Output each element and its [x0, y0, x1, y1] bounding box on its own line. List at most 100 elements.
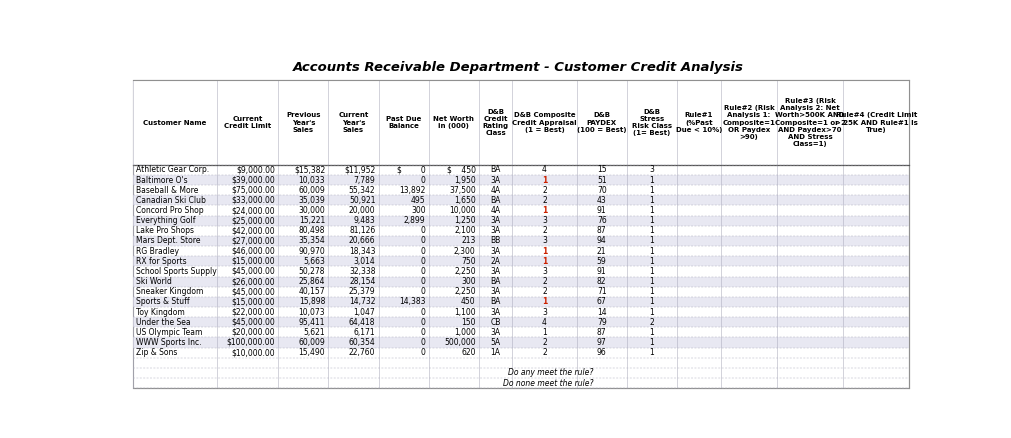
Text: 1: 1: [649, 186, 653, 195]
Text: D&B
Stress
Risk Class
(1= Best): D&B Stress Risk Class (1= Best): [631, 109, 671, 136]
Bar: [132, 337, 908, 347]
Text: 0: 0: [421, 226, 426, 235]
Bar: [132, 175, 908, 185]
Text: 750: 750: [461, 257, 475, 266]
Text: Customer Name: Customer Name: [144, 120, 206, 126]
Text: 43: 43: [596, 196, 606, 205]
Text: 1: 1: [649, 287, 653, 296]
Text: 1: 1: [649, 338, 653, 347]
Text: 70: 70: [596, 186, 606, 195]
Text: 2: 2: [542, 348, 546, 357]
Bar: [132, 80, 908, 165]
Text: Sneaker Kingdom: Sneaker Kingdom: [135, 287, 203, 296]
Text: 71: 71: [596, 287, 606, 296]
Text: 3A: 3A: [490, 307, 500, 317]
Text: $        0: $ 0: [396, 166, 426, 174]
Text: 20,666: 20,666: [349, 237, 375, 245]
Text: 1: 1: [649, 257, 653, 266]
Text: 30,000: 30,000: [298, 206, 325, 215]
Text: 59: 59: [596, 257, 606, 266]
Text: 5,621: 5,621: [303, 328, 325, 337]
Text: 0: 0: [421, 328, 426, 337]
Text: BA: BA: [490, 166, 500, 174]
Text: 91: 91: [596, 206, 606, 215]
Text: $33,000.00: $33,000.00: [232, 196, 275, 205]
Text: 2: 2: [649, 318, 653, 327]
Bar: [132, 215, 908, 226]
Text: 35,039: 35,039: [298, 196, 325, 205]
Text: 3,014: 3,014: [353, 257, 375, 266]
Text: $    450: $ 450: [446, 166, 475, 174]
Text: 79: 79: [596, 318, 606, 327]
Text: 32,338: 32,338: [349, 267, 375, 276]
Text: 3: 3: [649, 166, 654, 174]
Text: 35,354: 35,354: [298, 237, 325, 245]
Text: 9,483: 9,483: [353, 216, 375, 225]
Text: 96: 96: [596, 348, 606, 357]
Text: 1: 1: [649, 247, 653, 256]
Text: 3: 3: [542, 237, 546, 245]
Text: 0: 0: [421, 267, 426, 276]
Text: Mars Dept. Store: Mars Dept. Store: [135, 237, 200, 245]
Text: $15,382: $15,382: [294, 166, 325, 174]
Text: 1: 1: [649, 348, 653, 357]
Text: 25,864: 25,864: [298, 277, 325, 286]
Text: 1A: 1A: [490, 348, 500, 357]
Text: $46,000.00: $46,000.00: [232, 247, 275, 256]
Text: Rule#2 (Risk
Analysis 1:
Composite=1
OR Paydex
>90): Rule#2 (Risk Analysis 1: Composite=1 OR …: [722, 105, 774, 140]
Text: 3A: 3A: [490, 328, 500, 337]
Text: BA: BA: [490, 277, 500, 286]
Text: Previous
Year's
Sales: Previous Year's Sales: [286, 112, 320, 133]
Text: 500,000: 500,000: [444, 338, 475, 347]
Text: 3A: 3A: [490, 176, 500, 184]
Text: Rule#1
(%Past
Due < 10%): Rule#1 (%Past Due < 10%): [675, 112, 722, 133]
Text: 3A: 3A: [490, 247, 500, 256]
Text: 300: 300: [461, 277, 475, 286]
Text: 1,950: 1,950: [454, 176, 475, 184]
Text: Toy Kingdom: Toy Kingdom: [135, 307, 184, 317]
Text: 3: 3: [542, 216, 546, 225]
Text: 95,411: 95,411: [298, 318, 325, 327]
Text: 1: 1: [649, 297, 653, 307]
Text: 0: 0: [421, 237, 426, 245]
Text: 2: 2: [542, 226, 546, 235]
Text: School Sports Supply: School Sports Supply: [135, 267, 216, 276]
Text: 2,899: 2,899: [403, 216, 426, 225]
Text: 4A: 4A: [490, 206, 500, 215]
Text: 14,383: 14,383: [398, 297, 426, 307]
Text: 37,500: 37,500: [449, 186, 475, 195]
Text: 28,154: 28,154: [349, 277, 375, 286]
Bar: [132, 317, 908, 327]
Text: 18,343: 18,343: [349, 247, 375, 256]
Text: 76: 76: [596, 216, 606, 225]
Text: 2: 2: [542, 196, 546, 205]
Text: 51: 51: [596, 176, 606, 184]
Text: 14: 14: [596, 307, 606, 317]
Text: 67: 67: [596, 297, 606, 307]
Text: 1: 1: [649, 307, 653, 317]
Text: 97: 97: [596, 338, 606, 347]
Text: 22,760: 22,760: [349, 348, 375, 357]
Text: 10,000: 10,000: [449, 206, 475, 215]
Text: 0: 0: [421, 318, 426, 327]
Text: 7,789: 7,789: [353, 176, 375, 184]
Text: 1: 1: [649, 206, 653, 215]
Text: 1: 1: [649, 216, 653, 225]
Text: Baseball & More: Baseball & More: [135, 186, 198, 195]
Text: 10,073: 10,073: [298, 307, 325, 317]
Text: 0: 0: [421, 307, 426, 317]
Text: 5,663: 5,663: [303, 257, 325, 266]
Text: 87: 87: [596, 226, 606, 235]
Text: 14,732: 14,732: [349, 297, 375, 307]
Text: 55,342: 55,342: [349, 186, 375, 195]
Text: 4: 4: [542, 166, 546, 174]
Text: 1: 1: [542, 328, 546, 337]
Text: 2,100: 2,100: [454, 226, 475, 235]
Text: 2: 2: [542, 338, 546, 347]
Text: 2: 2: [542, 186, 546, 195]
Text: 1: 1: [649, 277, 653, 286]
Text: $26,000.00: $26,000.00: [232, 277, 275, 286]
Text: 2,250: 2,250: [454, 267, 475, 276]
Text: 6,171: 6,171: [354, 328, 375, 337]
Text: 0: 0: [421, 247, 426, 256]
